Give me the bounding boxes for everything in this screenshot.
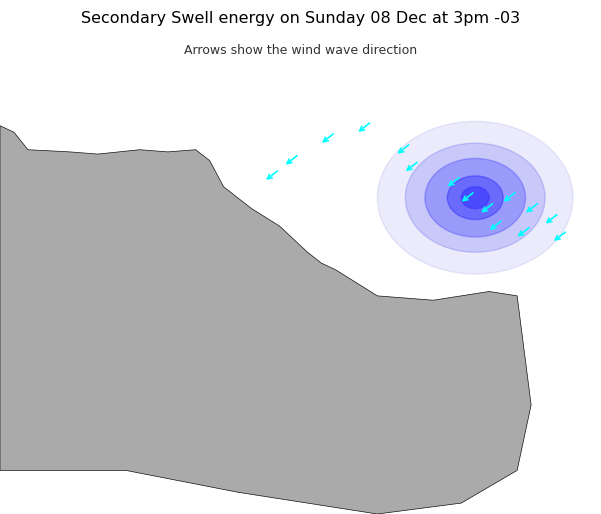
Circle shape [425,158,525,237]
Polygon shape [0,126,531,514]
Text: Secondary Swell energy on Sunday 08 Dec at 3pm -03: Secondary Swell energy on Sunday 08 Dec … [81,11,520,26]
Text: Arrows show the wind wave direction: Arrows show the wind wave direction [184,44,417,57]
Circle shape [447,176,503,219]
Circle shape [461,187,489,209]
Circle shape [377,121,573,274]
Circle shape [405,143,545,252]
